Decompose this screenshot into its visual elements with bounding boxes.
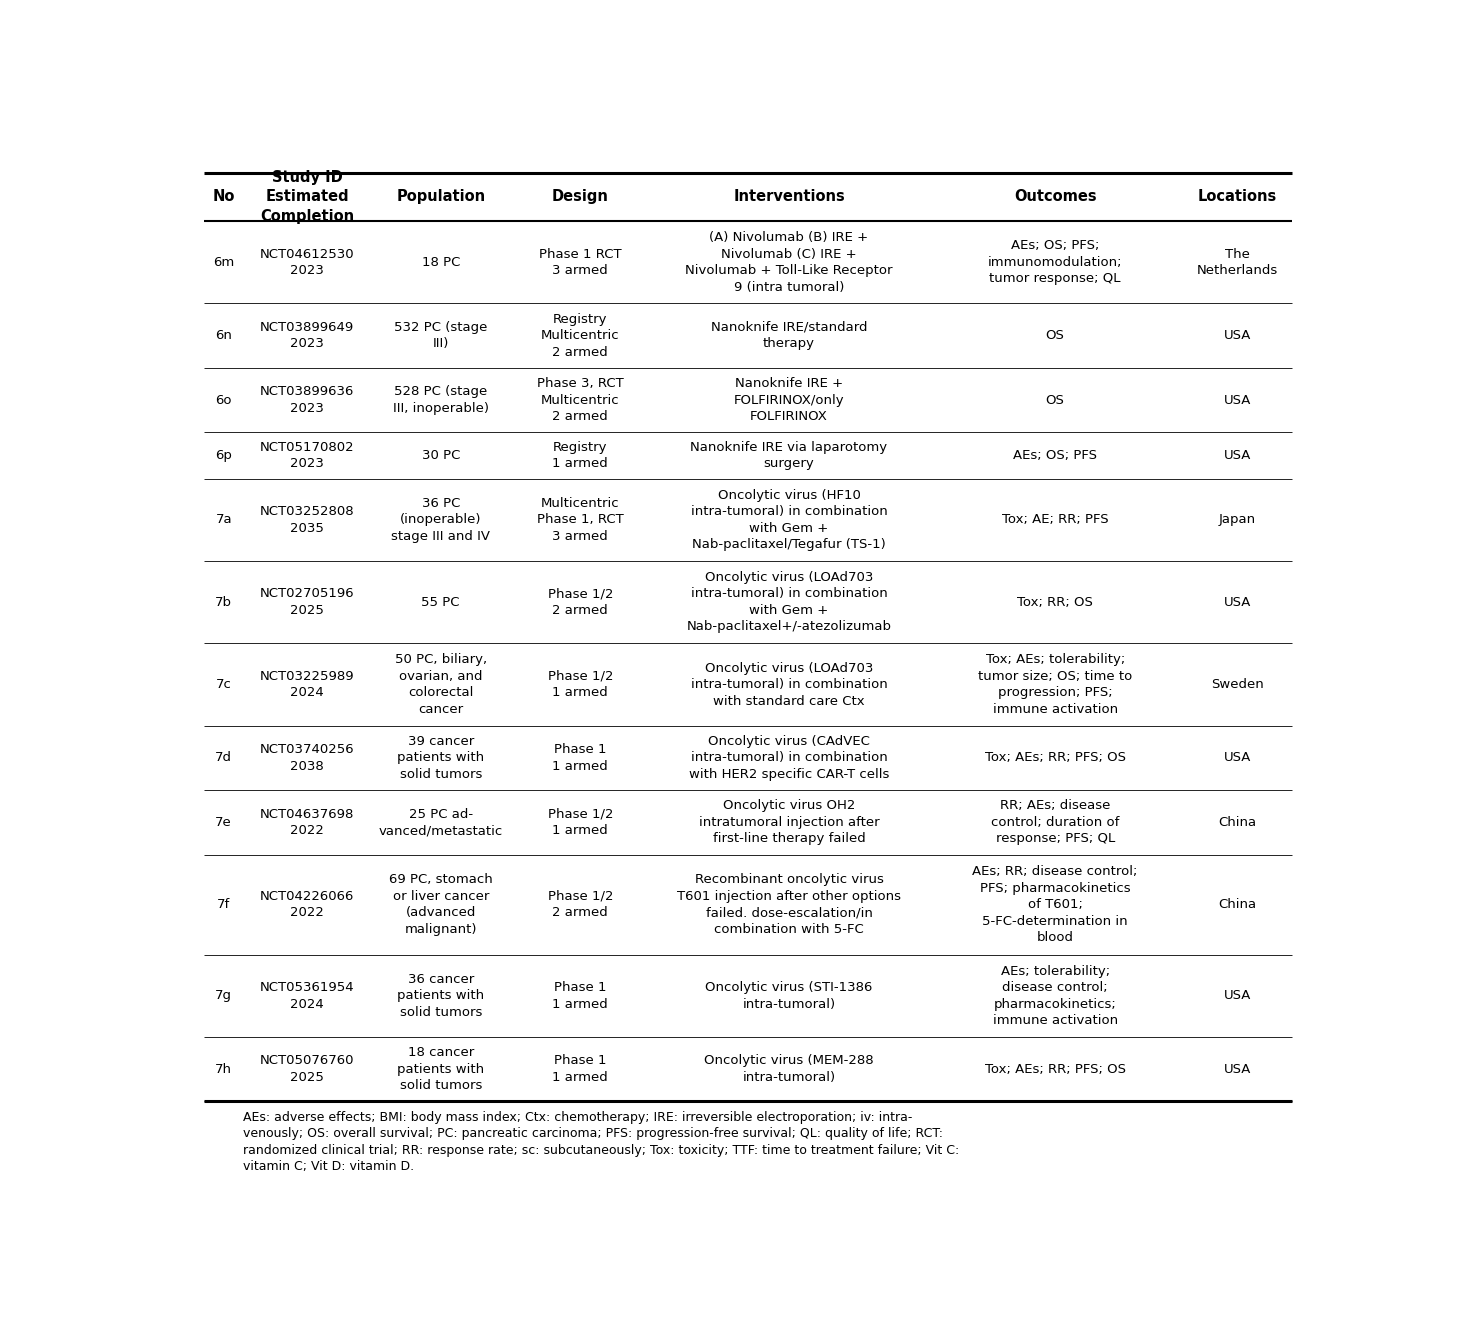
Text: NCT03225989
2024: NCT03225989 2024 [260, 670, 355, 699]
Text: 7a: 7a [216, 513, 232, 526]
Text: 55 PC: 55 PC [422, 596, 460, 608]
Text: Phase 1/2
1 armed: Phase 1/2 1 armed [548, 670, 613, 699]
Text: 528 PC (stage
III, inoperable): 528 PC (stage III, inoperable) [393, 385, 489, 415]
Text: Phase 1
1 armed: Phase 1 1 armed [552, 743, 609, 772]
Text: OS: OS [1045, 394, 1064, 407]
Text: Oncolytic virus (LOAd703
intra-tumoral) in combination
with Gem +
Nab-paclitaxel: Oncolytic virus (LOAd703 intra-tumoral) … [686, 571, 892, 633]
Text: 6m: 6m [213, 256, 235, 268]
Text: USA: USA [1223, 989, 1251, 1002]
Text: 7d: 7d [215, 751, 232, 764]
Text: NCT04637698
2022: NCT04637698 2022 [260, 808, 355, 837]
Text: Tox; AEs; tolerability;
tumor size; OS; time to
progression; PFS;
immune activat: Tox; AEs; tolerability; tumor size; OS; … [978, 653, 1133, 715]
Text: 7e: 7e [215, 816, 232, 829]
Text: Phase 1/2
2 armed: Phase 1/2 2 armed [548, 890, 613, 919]
Text: 7h: 7h [215, 1063, 232, 1076]
Text: Phase 1
1 armed: Phase 1 1 armed [552, 981, 609, 1010]
Text: 7c: 7c [216, 678, 232, 691]
Text: China: China [1218, 816, 1257, 829]
Text: NCT03740256
2038: NCT03740256 2038 [260, 743, 355, 772]
Text: 6n: 6n [215, 329, 232, 342]
Text: Phase 1/2
2 armed: Phase 1/2 2 armed [548, 587, 613, 617]
Text: 36 cancer
patients with
solid tumors: 36 cancer patients with solid tumors [397, 973, 485, 1019]
Text: AEs; RR; disease control;
PFS; pharmacokinetics
of T601;
5-FC-determination in
b: AEs; RR; disease control; PFS; pharmacok… [972, 865, 1137, 944]
Text: AEs; OS; PFS: AEs; OS; PFS [1013, 449, 1096, 461]
Text: Nanoknife IRE/standard
therapy: Nanoknife IRE/standard therapy [711, 321, 867, 350]
Text: (A) Nivolumab (B) IRE +
Nivolumab (C) IRE +
Nivolumab + Toll-Like Receptor
9 (in: (A) Nivolumab (B) IRE + Nivolumab (C) IR… [685, 231, 894, 293]
Text: Phase 3, RCT
Multicentric
2 armed: Phase 3, RCT Multicentric 2 armed [537, 377, 623, 423]
Text: USA: USA [1223, 751, 1251, 764]
Text: USA: USA [1223, 329, 1251, 342]
Text: Phase 1/2
1 armed: Phase 1/2 1 armed [548, 808, 613, 837]
Text: USA: USA [1223, 596, 1251, 608]
Text: 36 PC
(inoperable)
stage III and IV: 36 PC (inoperable) stage III and IV [391, 497, 491, 543]
Text: 18 cancer
patients with
solid tumors: 18 cancer patients with solid tumors [397, 1046, 485, 1092]
Text: 50 PC, biliary,
ovarian, and
colorectal
cancer: 50 PC, biliary, ovarian, and colorectal … [394, 653, 486, 715]
Text: NCT02705196
2025: NCT02705196 2025 [260, 587, 355, 617]
Text: Interventions: Interventions [733, 189, 845, 205]
Text: NCT03252808
2035: NCT03252808 2035 [260, 505, 355, 534]
Text: Oncolytic virus (LOAd703
intra-tumoral) in combination
with standard care Ctx: Oncolytic virus (LOAd703 intra-tumoral) … [691, 661, 888, 707]
Text: Study ID
Estimated
Completion: Study ID Estimated Completion [260, 171, 355, 223]
Text: 39 cancer
patients with
solid tumors: 39 cancer patients with solid tumors [397, 735, 485, 781]
Text: 18 PC: 18 PC [422, 256, 460, 268]
Text: 69 PC, stomach
or liver cancer
(advanced
malignant): 69 PC, stomach or liver cancer (advanced… [388, 874, 492, 936]
Text: USA: USA [1223, 449, 1251, 461]
Text: Sweden: Sweden [1210, 678, 1264, 691]
Text: 532 PC (stage
III): 532 PC (stage III) [394, 321, 488, 350]
Text: Design: Design [552, 189, 609, 205]
Text: NCT03899636
2023: NCT03899636 2023 [260, 385, 355, 415]
Text: Tox; AEs; RR; PFS; OS: Tox; AEs; RR; PFS; OS [984, 751, 1126, 764]
Text: NCT05170802
2023: NCT05170802 2023 [260, 440, 355, 471]
Text: 6p: 6p [215, 449, 232, 461]
Text: Tox; AEs; RR; PFS; OS: Tox; AEs; RR; PFS; OS [984, 1063, 1126, 1076]
Text: OS: OS [1045, 329, 1064, 342]
Text: Nanoknife IRE via laparotomy
surgery: Nanoknife IRE via laparotomy surgery [691, 440, 888, 471]
Text: Japan: Japan [1219, 513, 1256, 526]
Text: Phase 1
1 armed: Phase 1 1 armed [552, 1055, 609, 1084]
Text: Oncolytic virus (MEM-288
intra-tumoral): Oncolytic virus (MEM-288 intra-tumoral) [704, 1055, 875, 1084]
Text: Phase 1 RCT
3 armed: Phase 1 RCT 3 armed [539, 247, 622, 278]
Text: 7b: 7b [215, 596, 232, 608]
Text: 6o: 6o [216, 394, 232, 407]
Text: AEs: adverse effects; BMI: body mass index; Ctx: chemotherapy; IRE: irreversible: AEs: adverse effects; BMI: body mass ind… [244, 1110, 959, 1173]
Text: Oncolytic virus OH2
intratumoral injection after
first-line therapy failed: Oncolytic virus OH2 intratumoral injecti… [699, 800, 879, 845]
Text: No: No [213, 189, 235, 205]
Text: Oncolytic virus (CAdVEC
intra-tumoral) in combination
with HER2 specific CAR-T c: Oncolytic virus (CAdVEC intra-tumoral) i… [689, 735, 889, 781]
Text: 7f: 7f [218, 898, 231, 911]
Text: RR; AEs; disease
control; duration of
response; PFS; QL: RR; AEs; disease control; duration of re… [991, 800, 1120, 845]
Text: USA: USA [1223, 1063, 1251, 1076]
Text: NCT04226066
2022: NCT04226066 2022 [260, 890, 355, 919]
Text: Population: Population [396, 189, 485, 205]
Text: Outcomes: Outcomes [1013, 189, 1096, 205]
Text: 7g: 7g [215, 989, 232, 1002]
Text: Recombinant oncolytic virus
T601 injection after other options
failed. dose-esca: Recombinant oncolytic virus T601 injecti… [677, 874, 901, 936]
Text: NCT03899649
2023: NCT03899649 2023 [260, 321, 355, 350]
Text: The
Netherlands: The Netherlands [1197, 247, 1278, 278]
Text: USA: USA [1223, 394, 1251, 407]
Text: 30 PC: 30 PC [422, 449, 460, 461]
Text: AEs; tolerability;
disease control;
pharmacokinetics;
immune activation: AEs; tolerability; disease control; phar… [993, 965, 1118, 1027]
Text: Oncolytic virus (HF10
intra-tumoral) in combination
with Gem +
Nab-paclitaxel/Te: Oncolytic virus (HF10 intra-tumoral) in … [691, 489, 888, 551]
Text: Tox; RR; OS: Tox; RR; OS [1018, 596, 1094, 608]
Text: Tox; AE; RR; PFS: Tox; AE; RR; PFS [1002, 513, 1108, 526]
Text: Locations: Locations [1197, 189, 1278, 205]
Text: Multicentric
Phase 1, RCT
3 armed: Multicentric Phase 1, RCT 3 armed [537, 497, 623, 543]
Text: China: China [1218, 898, 1257, 911]
Text: NCT05076760
2025: NCT05076760 2025 [260, 1055, 355, 1084]
Text: Registry
Multicentric
2 armed: Registry Multicentric 2 armed [542, 313, 619, 358]
Text: Nanoknife IRE +
FOLFIRINOX/only
FOLFIRINOX: Nanoknife IRE + FOLFIRINOX/only FOLFIRIN… [734, 377, 844, 423]
Text: Registry
1 armed: Registry 1 armed [552, 440, 609, 471]
Text: AEs; OS; PFS;
immunomodulation;
tumor response; QL: AEs; OS; PFS; immunomodulation; tumor re… [988, 239, 1123, 286]
Text: NCT04612530
2023: NCT04612530 2023 [260, 247, 355, 278]
Text: NCT05361954
2024: NCT05361954 2024 [260, 981, 355, 1010]
Text: 25 PC ad-
vanced/metastatic: 25 PC ad- vanced/metastatic [378, 808, 502, 837]
Text: Oncolytic virus (STI-1386
intra-tumoral): Oncolytic virus (STI-1386 intra-tumoral) [705, 981, 873, 1010]
